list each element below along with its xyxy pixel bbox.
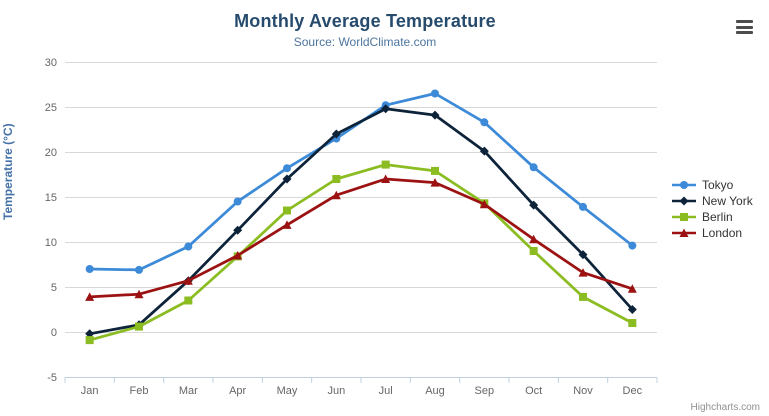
circle-marker-icon: [431, 89, 439, 98]
triangle-marker-icon: [381, 174, 391, 183]
x-axis-tick-label: Dec: [623, 385, 643, 397]
x-axis-tick-label: Sep: [475, 385, 495, 397]
square-marker-icon: [135, 322, 143, 331]
square-marker-icon: [85, 336, 94, 345]
legend-marker: [672, 196, 696, 205]
diamond-marker-icon: [233, 225, 243, 235]
diamond-marker-icon: [430, 110, 440, 120]
circle-marker-icon: [85, 265, 94, 273]
hamburger-icon: [736, 20, 753, 23]
series-line: [88, 177, 634, 299]
legend-label: Tokyo: [702, 177, 734, 192]
diamond-marker-icon: [479, 146, 489, 156]
series-line: [88, 163, 634, 342]
y-axis-tick-label: 30: [45, 57, 57, 69]
circle-marker-icon: [628, 241, 637, 250]
legend-item-london[interactable]: London: [671, 225, 753, 240]
x-axis-tick-label: Jan: [81, 385, 99, 397]
triangle-marker-icon: [627, 284, 637, 293]
x-axis-tick-label: Mar: [179, 385, 198, 397]
hamburger-icon: [736, 31, 753, 34]
series-london: [85, 174, 637, 301]
series-line: [88, 107, 634, 336]
export-menu-button[interactable]: [736, 20, 753, 34]
legend-marker: [672, 212, 696, 221]
x-axis-tick-label: Aug: [425, 385, 445, 397]
square-marker-icon: [184, 296, 193, 305]
series-tokyo: [85, 89, 637, 274]
diamond-marker-icon: [331, 129, 341, 139]
legend-label: London: [702, 225, 743, 240]
triangle-marker-icon: [183, 276, 193, 285]
circle-marker-icon: [680, 180, 688, 189]
square-marker-icon: [283, 206, 291, 215]
diamond-marker-icon: [578, 250, 588, 260]
x-axis-tick-label: Nov: [573, 385, 593, 397]
triangle-marker-icon: [134, 289, 144, 299]
y-axis-tick-label: 15: [45, 192, 57, 204]
triangle-marker-icon: [679, 228, 689, 237]
legend-item-tokyo[interactable]: Tokyo: [671, 177, 753, 192]
y-axis-tick-label: 20: [45, 147, 57, 159]
square-marker-icon: [628, 319, 637, 327]
triangle-marker-icon: [430, 178, 440, 187]
x-axis-tick-label: Jul: [379, 385, 393, 397]
legend-item-new-york[interactable]: New York: [671, 193, 753, 208]
legend-item-berlin[interactable]: Berlin: [671, 209, 753, 224]
y-axis-tick-label: 0: [51, 327, 57, 339]
diamond-marker-icon: [282, 174, 292, 184]
circle-marker-icon: [480, 118, 489, 127]
x-axis-tick-label: May: [277, 385, 298, 397]
diamond-marker-icon: [627, 305, 637, 314]
y-axis-tick-label: 5: [51, 282, 57, 294]
triangle-marker-icon: [529, 234, 539, 244]
y-axis-tick-label: 10: [45, 237, 57, 249]
triangle-marker-icon: [85, 292, 95, 301]
y-axis-tick-label: 25: [45, 102, 57, 114]
diamond-marker-icon: [529, 200, 539, 210]
circle-marker-icon: [579, 202, 587, 211]
circle-marker-icon: [135, 265, 143, 274]
x-axis-tick-label: Oct: [525, 385, 542, 397]
y-axis-tick-label: -5: [47, 372, 57, 384]
x-axis-tick-label: Feb: [130, 385, 149, 397]
diamond-marker-icon: [679, 196, 689, 205]
circle-marker-icon: [529, 163, 538, 172]
circle-marker-icon: [233, 197, 242, 206]
triangle-marker-icon: [578, 268, 588, 277]
circle-marker-icon: [184, 242, 193, 251]
chart-title: Monthly Average Temperature: [234, 11, 496, 31]
triangle-marker-icon: [331, 190, 341, 200]
square-marker-icon: [431, 166, 439, 175]
square-marker-icon: [332, 175, 341, 183]
legend-marker: [672, 228, 696, 237]
square-marker-icon: [381, 160, 390, 169]
square-marker-icon: [529, 247, 538, 255]
square-marker-icon: [680, 212, 688, 221]
triangle-marker-icon: [233, 251, 243, 260]
series-new-york: [85, 104, 637, 339]
hamburger-icon: [736, 25, 753, 29]
credits-link[interactable]: Highcharts.com: [690, 402, 760, 413]
chart-subtitle: Source: WorldClimate.com: [293, 35, 437, 49]
triangle-marker-icon: [479, 199, 489, 209]
triangle-marker-icon: [282, 220, 292, 229]
series-berlin: [85, 160, 637, 345]
legend-label: Berlin: [702, 209, 733, 224]
diamond-marker-icon: [85, 329, 95, 339]
circle-marker-icon: [283, 164, 291, 173]
square-marker-icon: [579, 292, 587, 301]
x-axis-tick-label: Apr: [229, 385, 246, 397]
legend-label: New York: [702, 193, 753, 208]
diamond-marker-icon: [381, 104, 391, 114]
x-axis-tick-label: Jun: [327, 385, 345, 397]
legend-marker: [672, 180, 696, 189]
legend: Tokyo New York Berlin London: [671, 177, 753, 240]
